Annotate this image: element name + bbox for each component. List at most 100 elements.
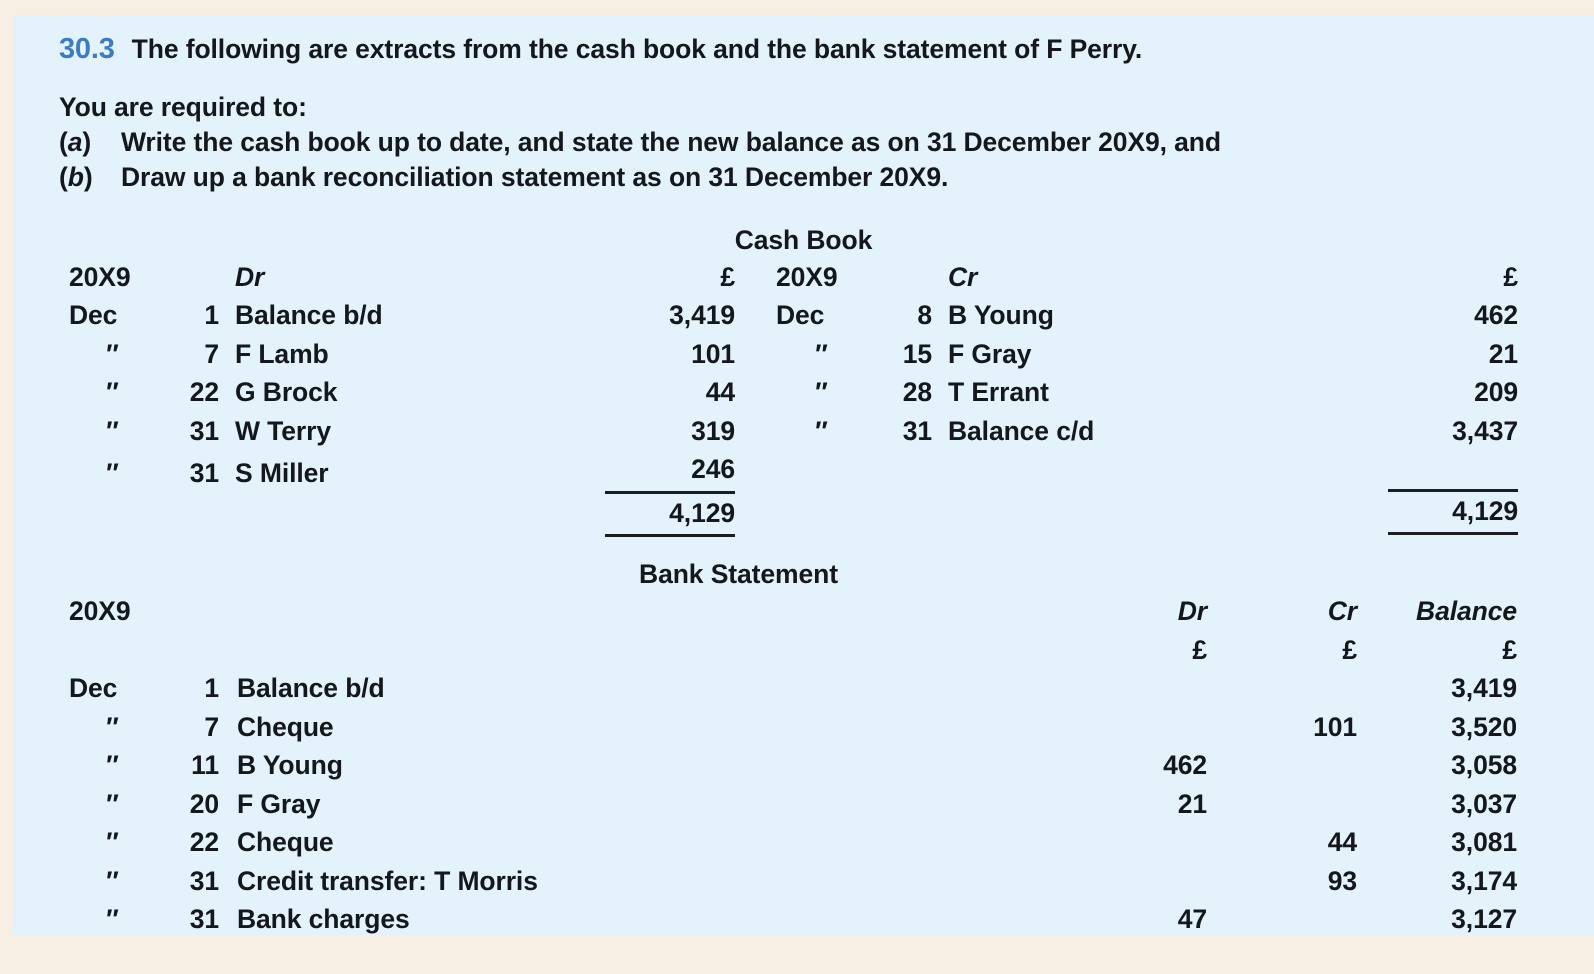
table-row: ″ 31 Balance c/d 3,437 (776, 412, 1518, 451)
row-amount: 319 (691, 415, 735, 446)
row-amount: 101 (691, 338, 735, 369)
row-day: 1 (204, 300, 219, 331)
row-month: Dec (69, 673, 118, 704)
row-dr: 462 (1163, 750, 1207, 781)
bank-statement-year: 20X9 (69, 596, 131, 627)
row-description: F Gray (237, 788, 321, 819)
cash-book-debit-side: 20X9 Dr £ Dec 1 Balance b/d 3,419 ″ 7 (13, 258, 735, 538)
row-dr (1067, 708, 1207, 747)
row-balance: 3,419 (1451, 673, 1517, 704)
table-row: Dec 1 Balance b/d 3,419 (69, 669, 1517, 708)
row-month: ″ (106, 457, 120, 488)
cash-book-debit-table: 20X9 Dr £ Dec 1 Balance b/d 3,419 ″ 7 (69, 258, 735, 538)
question-intro: 30.3 The following are extracts from the … (13, 35, 1594, 195)
row-description: Balance c/d (948, 415, 1095, 446)
row-description: G Brock (235, 377, 338, 408)
row-dr: 21 (1177, 788, 1207, 819)
requirements-heading: You are required to: (59, 92, 307, 122)
row-day: 7 (204, 338, 219, 369)
row-month: ″ (106, 711, 120, 742)
row-description: F Lamb (235, 338, 329, 369)
table-row: ″ 22 G Brock 44 (69, 373, 735, 412)
row-day: 31 (189, 415, 219, 446)
row-balance: 3,127 (1451, 904, 1517, 935)
row-balance: 3,058 (1451, 750, 1517, 781)
row-description: W Terry (235, 415, 331, 446)
table-row: ″ 22 Cheque 44 3,081 (69, 823, 1517, 862)
row-dr (1067, 862, 1207, 901)
requirement-item-b: (b) Draw up a bank reconciliation stateme… (59, 160, 1554, 195)
row-balance: 3,037 (1451, 788, 1517, 819)
row-dr (1067, 823, 1207, 862)
currency-header-row: £ £ £ (69, 631, 1517, 670)
row-day: 31 (189, 904, 219, 935)
requirement-text-b: Draw up a bank reconciliation statement … (121, 161, 949, 192)
table-row: ″ 15 F Gray 21 (776, 335, 1518, 374)
row-day: 22 (189, 377, 219, 408)
row-day: 22 (189, 827, 219, 858)
row-day: 28 (902, 377, 932, 408)
row-description: Balance b/d (237, 673, 385, 704)
question-number: 30.3 (59, 33, 115, 65)
row-balance: 3,520 (1451, 711, 1517, 742)
credit-day-header (868, 258, 948, 297)
row-cr (1207, 669, 1357, 708)
row-month: ″ (815, 415, 829, 446)
row-amount: 21 (1488, 338, 1518, 369)
table-row: Dec 8 B Young 462 (776, 296, 1518, 335)
bank-statement-section: Bank Statement 20X9 Dr Cr Balance £ £ £ … (13, 559, 1594, 939)
row-description: F Gray (948, 338, 1032, 369)
row-description: Cheque (237, 827, 334, 858)
table-row: ″ 7 Cheque 101 3,520 (69, 708, 1517, 747)
row-description: S Miller (235, 457, 329, 488)
currency-symbol-balance: £ (1502, 634, 1517, 665)
row-balance: 3,081 (1451, 827, 1517, 858)
row-month: ″ (106, 788, 120, 819)
debit-total: 4,129 (605, 492, 735, 538)
row-amount: 246 (605, 450, 735, 494)
row-balance: 3,174 (1451, 865, 1517, 896)
table-row: ″ 31 W Terry 319 (69, 412, 735, 451)
column-header-dr: Dr (1177, 596, 1207, 627)
spacer-row (776, 450, 1518, 492)
row-month: ″ (106, 750, 120, 781)
cash-book-section: Cash Book 20X9 Dr £ Dec 1 Balance b/d 3 (13, 225, 1594, 538)
row-amount: 3,437 (1452, 415, 1518, 446)
row-description: Bank charges (237, 904, 410, 935)
row-day: 31 (902, 415, 932, 446)
debit-day-header (157, 258, 235, 297)
cash-book-credit-table: 20X9 Cr £ Dec 8 B Young 462 ″ 15 F (776, 258, 1518, 536)
cash-book-columns: 20X9 Dr £ Dec 1 Balance b/d 3,419 ″ 7 (13, 258, 1594, 538)
row-cr: 93 (1327, 865, 1357, 896)
row-amount: 209 (1474, 377, 1518, 408)
table-row: ″ 11 B Young 462 3,058 (69, 746, 1517, 785)
table-row: ″ 28 T Errant 209 (776, 373, 1518, 412)
row-amount: 44 (705, 377, 735, 408)
row-description: Balance b/d (235, 300, 383, 331)
credit-total: 4,129 (1388, 490, 1518, 536)
row-day: 15 (902, 338, 932, 369)
row-month: ″ (815, 338, 829, 369)
row-description: B Young (948, 300, 1054, 331)
table-row: Dec 1 Balance b/d 3,419 (69, 296, 735, 335)
requirement-label-a: (a) (59, 126, 92, 157)
row-amount: 462 (1474, 300, 1518, 331)
row-description: T Errant (948, 377, 1049, 408)
requirement-text-a: Write the cash book up to date, and stat… (121, 126, 1221, 157)
debit-side-label: Dr (235, 261, 265, 292)
row-month: ″ (106, 415, 120, 446)
row-description: Cheque (237, 711, 334, 742)
cash-book-credit-side: 20X9 Cr £ Dec 8 B Young 462 ″ 15 F (735, 258, 1518, 536)
row-amount: 3,419 (669, 300, 735, 331)
table-header-row: 20X9 Dr £ (69, 258, 735, 297)
currency-symbol-cr: £ (1342, 634, 1357, 665)
row-day: 31 (189, 865, 219, 896)
row-day: 1 (204, 673, 219, 704)
row-cr (1207, 900, 1357, 939)
table-row: ″ 31 Credit transfer: T Morris 93 3,174 (69, 862, 1517, 901)
table-row: ″ 7 F Lamb 101 (69, 335, 735, 374)
question-prompt: The following are extracts from the cash… (131, 34, 1143, 64)
table-header-row: 20X9 Cr £ (776, 258, 1518, 297)
row-month: ″ (815, 377, 829, 408)
row-month: ″ (106, 904, 120, 935)
